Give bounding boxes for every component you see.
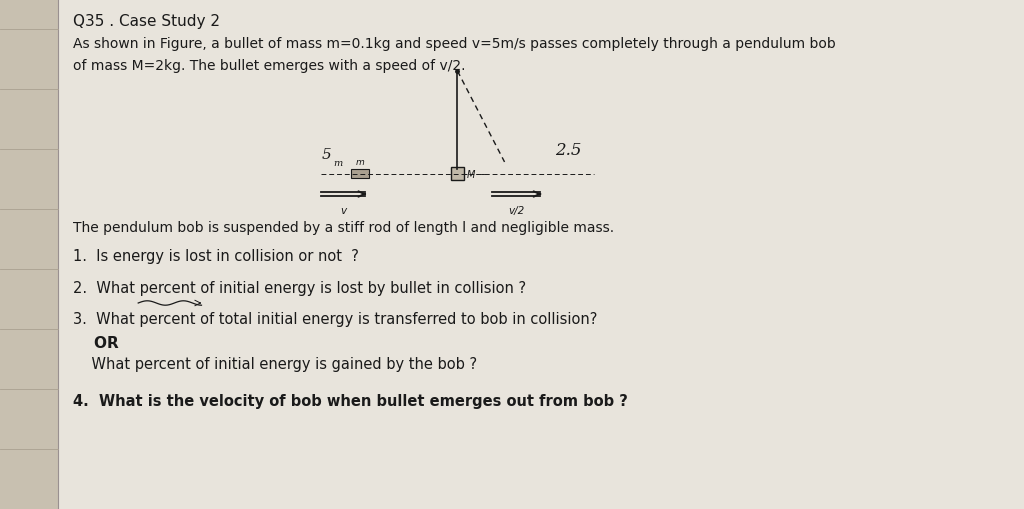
- Text: m: m: [333, 159, 342, 168]
- Text: What percent of initial energy is gained by the bob ?: What percent of initial energy is gained…: [73, 357, 477, 372]
- Bar: [0, 0, 58, 509]
- Text: 1.  Is energy is lost in collision or not  ?: 1. Is energy is lost in collision or not…: [73, 249, 358, 264]
- Text: v/2: v/2: [508, 206, 524, 216]
- Text: m: m: [355, 158, 365, 167]
- Text: The pendulum bob is suspended by a stiff rod of length l and negligible mass.: The pendulum bob is suspended by a stiff…: [73, 221, 614, 235]
- Text: v: v: [340, 206, 346, 216]
- Text: Q35 . Case Study 2: Q35 . Case Study 2: [73, 14, 220, 29]
- Text: As shown in Figure, a bullet of mass m=0.1kg and speed v=5m/s passes completely : As shown in Figure, a bullet of mass m=0…: [73, 37, 836, 51]
- Text: 4.  What is the velocity of bob when bullet emerges out from bob ?: 4. What is the velocity of bob when bull…: [73, 394, 628, 409]
- Bar: [351, 169, 369, 179]
- Text: M: M: [467, 170, 475, 180]
- Text: 5: 5: [322, 148, 331, 162]
- Text: 2.5: 2.5: [555, 142, 582, 159]
- Text: of mass M=2kg. The bullet emerges with a speed of v/2.: of mass M=2kg. The bullet emerges with a…: [73, 59, 466, 73]
- Text: 2.  What percent of initial energy is lost by bullet in collision ?: 2. What percent of initial energy is los…: [73, 281, 526, 296]
- Text: 3.  What percent of total initial energy is transferred to bob in collision?: 3. What percent of total initial energy …: [73, 312, 597, 327]
- Bar: [452, 167, 464, 181]
- Text: OR: OR: [73, 336, 119, 351]
